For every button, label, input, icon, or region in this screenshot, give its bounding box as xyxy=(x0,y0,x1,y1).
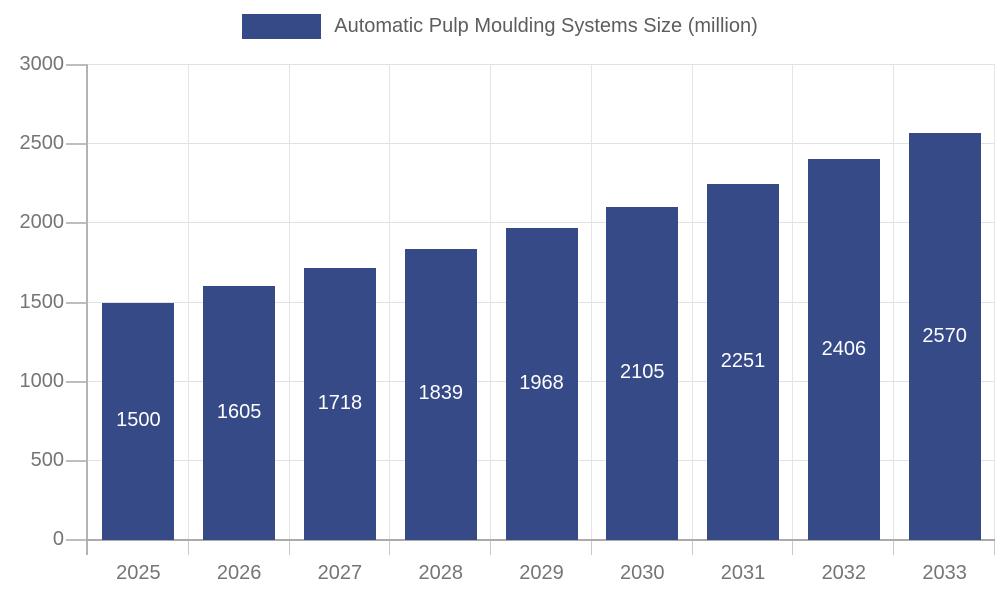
bar[interactable] xyxy=(404,248,477,540)
x-tick xyxy=(187,540,189,555)
x-gridline xyxy=(893,65,895,540)
y-tick xyxy=(66,143,88,146)
x-axis-label: 2032 xyxy=(821,562,867,584)
x-gridline xyxy=(590,65,592,540)
x-tick xyxy=(994,540,995,555)
x-gridline xyxy=(288,65,290,540)
x-tick xyxy=(490,540,492,555)
y-axis-label: 1500 xyxy=(19,290,65,313)
y-tick xyxy=(66,222,88,225)
y-axis-line xyxy=(86,65,88,555)
bar-value-label: 2251 xyxy=(720,349,766,372)
y-tick xyxy=(66,64,88,66)
bar-value-label: 1500 xyxy=(116,409,161,432)
bar-value-label: 1718 xyxy=(317,391,363,414)
x-axis-label: 2026 xyxy=(216,562,262,584)
bar-value-label: 1605 xyxy=(216,400,262,423)
bar[interactable] xyxy=(908,133,981,540)
y-tick xyxy=(66,539,88,541)
x-gridline xyxy=(994,65,995,540)
y-axis-label: 1000 xyxy=(19,369,65,392)
bar[interactable] xyxy=(707,183,780,540)
x-tick xyxy=(893,540,895,555)
bar[interactable] xyxy=(102,302,175,540)
y-tick xyxy=(66,459,88,462)
x-tick xyxy=(691,540,693,555)
x-tick xyxy=(389,540,391,555)
x-axis-label: 2033 xyxy=(922,562,967,584)
y-gridline xyxy=(88,143,995,145)
x-gridline xyxy=(792,65,794,540)
x-gridline xyxy=(389,65,391,540)
bar-value-label: 2570 xyxy=(922,324,967,347)
bar[interactable] xyxy=(505,228,578,540)
x-tick xyxy=(288,540,290,555)
x-tick xyxy=(590,540,592,555)
y-axis-label: 3000 xyxy=(19,53,65,75)
x-axis-label: 2025 xyxy=(116,562,161,584)
x-axis-line xyxy=(86,539,995,541)
x-axis-label: 2027 xyxy=(317,562,363,584)
bar[interactable] xyxy=(303,267,376,540)
bar[interactable] xyxy=(807,159,880,540)
bar-value-label: 2406 xyxy=(821,337,867,360)
y-axis-label: 2500 xyxy=(19,132,65,155)
x-axis-label: 2030 xyxy=(620,562,665,584)
bar[interactable] xyxy=(203,285,276,540)
bar-value-label: 1968 xyxy=(519,372,564,395)
y-gridline xyxy=(88,64,995,65)
legend-swatch xyxy=(242,14,322,39)
y-tick xyxy=(66,380,88,383)
x-axis-label: 2028 xyxy=(418,562,463,584)
legend[interactable]: Automatic Pulp Moulding Systems Size (mi… xyxy=(0,14,1000,39)
y-gridline xyxy=(88,222,995,224)
x-gridline xyxy=(691,65,693,540)
x-axis-label: 2031 xyxy=(720,562,766,584)
x-gridline xyxy=(490,65,492,540)
y-axis-label: 0 xyxy=(52,528,64,550)
y-axis-label: 2000 xyxy=(19,211,65,234)
bar-value-label: 1839 xyxy=(418,382,463,405)
legend-title: Automatic Pulp Moulding Systems Size (mi… xyxy=(334,15,758,37)
x-gridline xyxy=(187,65,189,540)
bar[interactable] xyxy=(606,206,679,540)
y-tick xyxy=(66,301,88,304)
x-tick xyxy=(792,540,794,555)
x-axis-label: 2029 xyxy=(519,562,564,584)
y-axis-label: 500 xyxy=(30,448,64,471)
bar-value-label: 2105 xyxy=(620,361,665,384)
